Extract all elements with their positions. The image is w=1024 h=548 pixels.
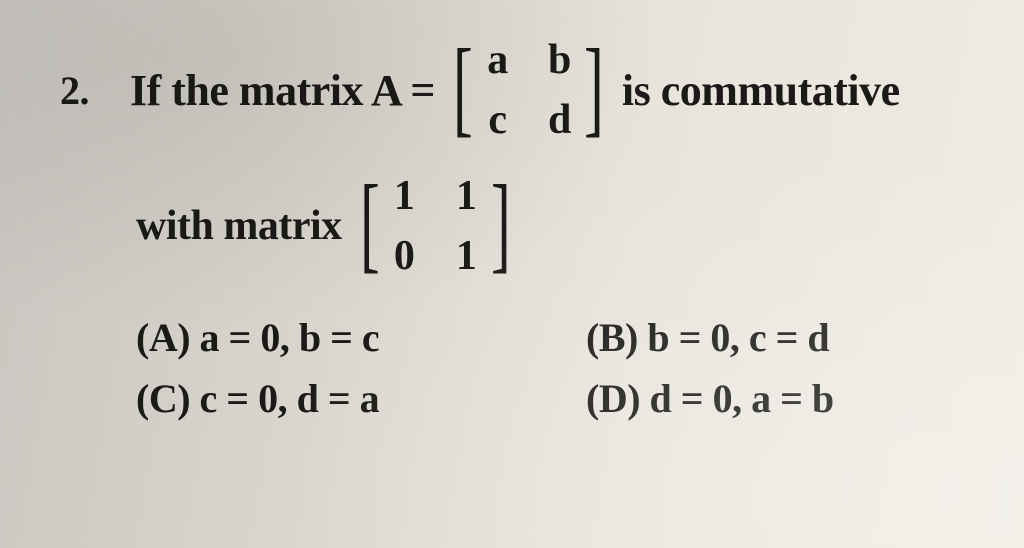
question-prefix-text: If the matrix A = [130, 65, 435, 116]
option-D[interactable]: (D) d = 0, a = b [586, 375, 1024, 422]
matrix-A-cell: b [546, 36, 572, 84]
question-block: 2. If the matrix A = [ a b c d ] is comm… [0, 0, 1024, 442]
matrix-B-cell: 0 [391, 232, 417, 280]
matrix-A: [ a b c d ] [445, 36, 612, 144]
right-bracket-icon: ] [584, 47, 604, 128]
matrix-B-cell: 1 [453, 232, 479, 280]
left-bracket-icon: [ [453, 47, 473, 128]
matrix-B-cell: 1 [453, 172, 479, 220]
line2-prefix-text: with matrix [136, 202, 342, 250]
options-grid: (A) a = 0, b = c (B) b = 0, c = d (C) c … [136, 314, 984, 422]
question-number: 2. [60, 67, 130, 114]
left-bracket-icon: [ [360, 183, 380, 264]
question-suffix-text: is commutative [622, 65, 900, 116]
matrix-A-cell: d [546, 96, 572, 144]
matrix-B: [ 1 1 0 1 ] [352, 172, 519, 280]
question-line-2: with matrix [ 1 1 0 1 ] [136, 172, 984, 280]
matrix-A-cell: a [484, 36, 510, 84]
matrix-A-grid: a b c d [480, 36, 576, 144]
option-A[interactable]: (A) a = 0, b = c [136, 314, 586, 361]
right-bracket-icon: ] [491, 183, 511, 264]
question-line-1: 2. If the matrix A = [ a b c d ] is comm… [60, 36, 984, 144]
matrix-A-cell: c [484, 96, 510, 144]
matrix-B-cell: 1 [391, 172, 417, 220]
option-B[interactable]: (B) b = 0, c = d [586, 314, 1024, 361]
option-C[interactable]: (C) c = 0, d = a [136, 375, 586, 422]
matrix-B-grid: 1 1 0 1 [387, 172, 483, 280]
